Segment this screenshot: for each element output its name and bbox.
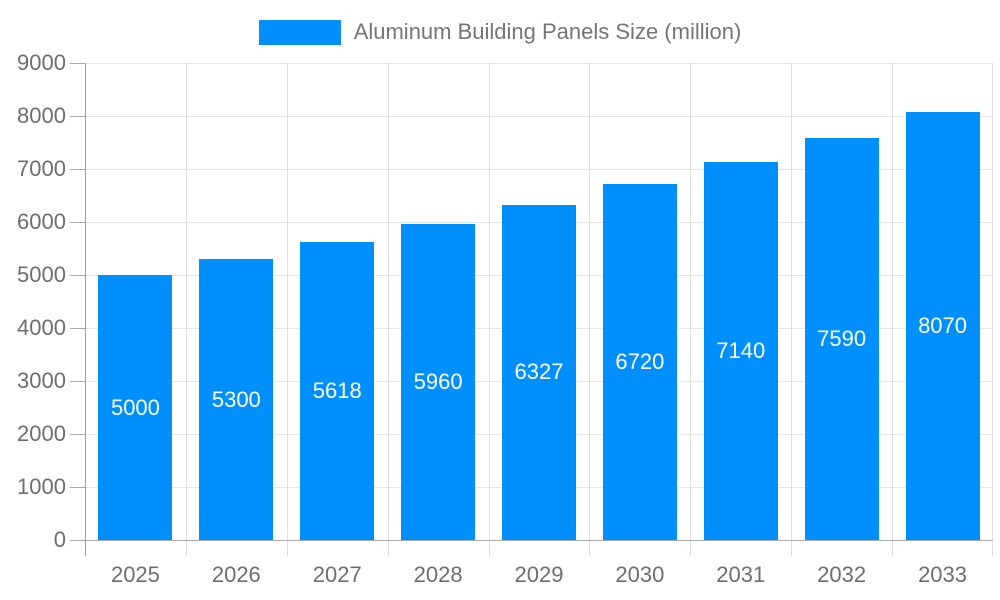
x-tick [388, 540, 389, 556]
y-tick [70, 222, 85, 223]
bar-2031[interactable] [703, 161, 778, 540]
gridline-v [589, 63, 590, 540]
bar-value-label: 6327 [514, 359, 564, 385]
y-tick [70, 540, 85, 541]
y-tick [70, 328, 85, 329]
bar-value-label: 5300 [211, 386, 261, 412]
x-axis-label: 2032 [817, 562, 867, 587]
y-tick [70, 487, 85, 488]
y-tick [70, 63, 85, 64]
x-tick [489, 540, 490, 556]
x-tick [992, 540, 993, 556]
gridline-v [690, 63, 691, 540]
bar-2026[interactable] [199, 259, 274, 540]
gridline-v [489, 63, 490, 540]
legend-item[interactable]: Aluminum Building Panels Size (million) [258, 19, 742, 45]
bar-2033[interactable] [905, 112, 980, 540]
gridline-v [287, 63, 288, 540]
x-axis-label: 2029 [514, 562, 564, 587]
y-axis-label: 5000 [17, 262, 66, 287]
y-axis-label: 9000 [17, 50, 66, 75]
gridline-v [791, 63, 792, 540]
y-axis-label: 8000 [17, 103, 66, 128]
bar-2032[interactable] [804, 137, 879, 540]
x-axis-line [85, 540, 993, 541]
x-axis-label: 2033 [918, 562, 968, 587]
x-tick [892, 540, 893, 556]
gridline-v [892, 63, 893, 540]
x-axis-label: 2027 [312, 562, 362, 587]
gridline-h [85, 63, 993, 64]
x-tick [186, 540, 187, 556]
legend-label: Aluminum Building Panels Size (million) [353, 19, 742, 44]
x-tick [287, 540, 288, 556]
legend-swatch-icon [258, 19, 341, 45]
bar-value-label: 8070 [918, 313, 968, 339]
x-tick [791, 540, 792, 556]
y-axis-label: 3000 [17, 368, 66, 393]
y-axis-label: 0 [53, 527, 66, 552]
y-tick [70, 434, 85, 435]
y-tick [70, 275, 85, 276]
gridline-h [85, 169, 993, 170]
x-tick [589, 540, 590, 556]
y-axis-label: 2000 [17, 421, 66, 446]
bar-value-label: 6720 [615, 348, 665, 374]
y-tick [70, 169, 85, 170]
plot-area: 0 1000 2000 3000 4000 5000 6000 7000 8000 9000 500… [17, 52, 993, 587]
bar-2029[interactable] [502, 204, 576, 540]
x-axis-label: 2026 [211, 562, 261, 587]
bar-value-label: 5960 [413, 369, 463, 395]
y-axis-label: 7000 [17, 156, 66, 181]
x-axis-label: 2028 [413, 562, 463, 587]
y-axis-label: 6000 [17, 209, 66, 234]
x-axis-label: 2031 [716, 562, 766, 587]
y-axis-line [85, 63, 86, 556]
bar-2027[interactable] [300, 242, 375, 540]
y-tick [70, 381, 85, 382]
bar-2025[interactable] [98, 275, 173, 540]
bar-value-label: 7590 [817, 325, 867, 351]
gridline-v [992, 63, 993, 540]
bar-value-label: 7140 [716, 337, 766, 363]
bar-2030[interactable] [602, 183, 677, 540]
bar-value-label: 5000 [110, 394, 160, 420]
y-axis-label: 4000 [17, 315, 66, 340]
x-axis-label: 2030 [615, 562, 665, 587]
gridline-v [186, 63, 187, 540]
bar-value-label: 5618 [312, 378, 362, 404]
y-tick [70, 116, 85, 117]
x-axis-label: 2025 [110, 562, 160, 587]
y-axis-label: 1000 [17, 474, 66, 499]
legend: Aluminum Building Panels Size (million) [0, 19, 1000, 45]
bar-2028[interactable] [401, 224, 476, 540]
x-tick [690, 540, 691, 556]
gridline-v [388, 63, 389, 540]
gridline-h [85, 116, 993, 117]
